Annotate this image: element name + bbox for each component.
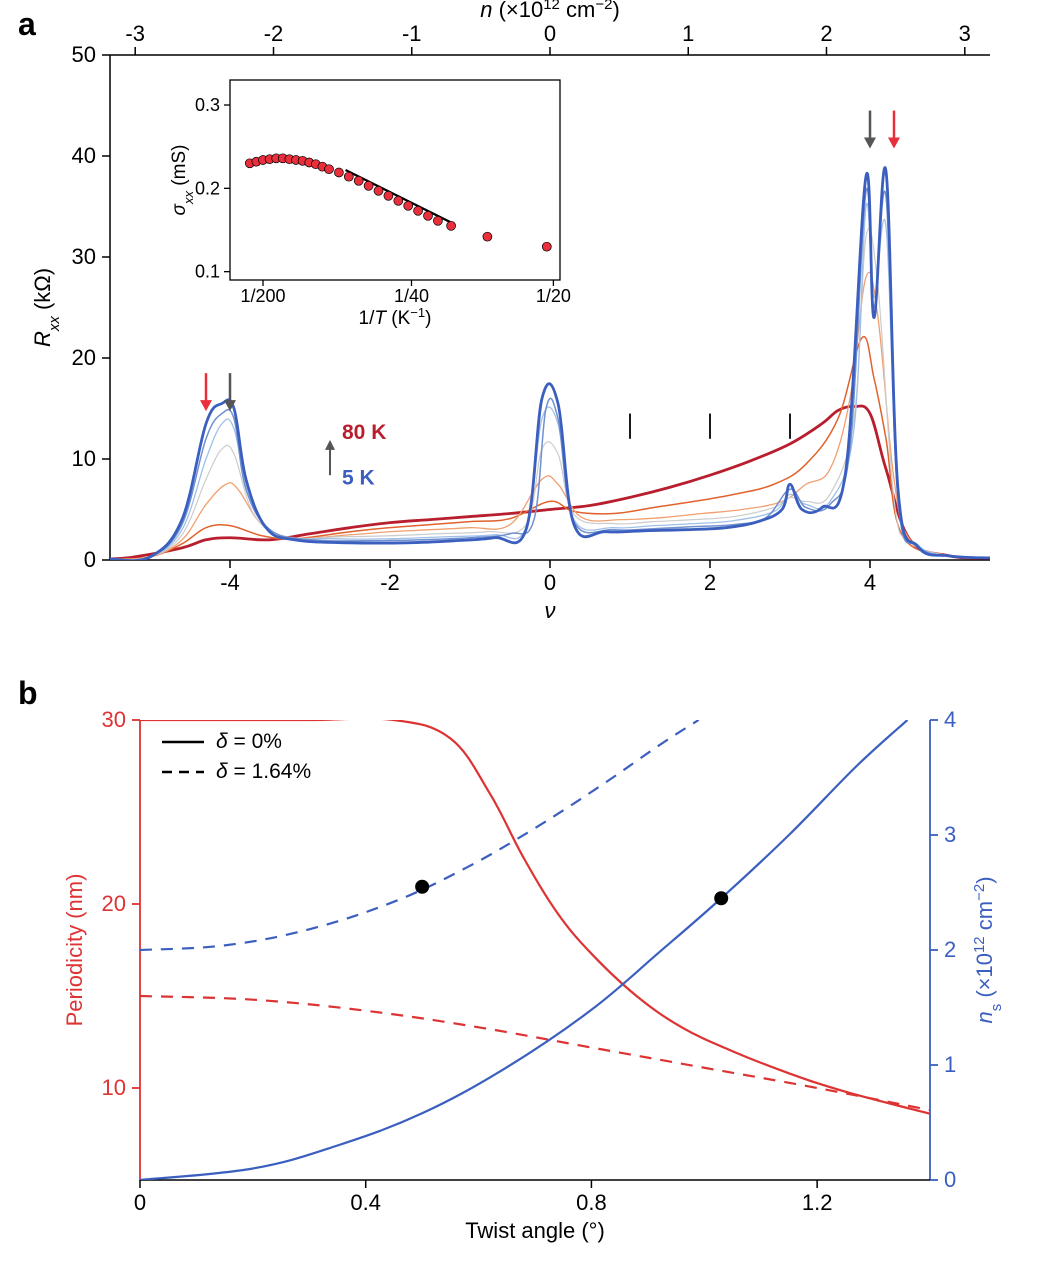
svg-text:-2: -2 <box>380 570 400 595</box>
svg-text:2: 2 <box>820 21 832 46</box>
svg-text:1/40: 1/40 <box>394 286 429 306</box>
svg-text:ns (×1012 cm−2): ns (×1012 cm−2) <box>971 876 1005 1023</box>
panel-b-chart: 00.40.81.2Twist angle (°)102030Periodici… <box>0 680 1048 1278</box>
svg-text:0: 0 <box>544 21 556 46</box>
svg-text:10: 10 <box>72 446 96 471</box>
svg-text:Periodicity (nm): Periodicity (nm) <box>62 874 87 1027</box>
svg-text:0.3: 0.3 <box>195 95 220 115</box>
svg-text:-1: -1 <box>402 21 422 46</box>
svg-text:-4: -4 <box>220 570 240 595</box>
svg-text:1.2: 1.2 <box>802 1190 833 1215</box>
svg-text:10: 10 <box>102 1075 126 1100</box>
svg-text:1: 1 <box>944 1052 956 1077</box>
svg-text:0: 0 <box>944 1167 956 1192</box>
svg-text:4: 4 <box>944 707 956 732</box>
svg-text:Rxx (kΩ): Rxx (kΩ) <box>30 268 63 347</box>
svg-text:30: 30 <box>102 707 126 732</box>
svg-text:1: 1 <box>682 21 694 46</box>
svg-text:40: 40 <box>72 143 96 168</box>
svg-text:3: 3 <box>959 21 971 46</box>
svg-text:1/200: 1/200 <box>240 286 285 306</box>
svg-text:0.4: 0.4 <box>350 1190 381 1215</box>
svg-text:1/20: 1/20 <box>536 286 571 306</box>
svg-text:30: 30 <box>72 244 96 269</box>
svg-text:n (×1012 cm−2): n (×1012 cm−2) <box>480 0 620 22</box>
svg-text:0: 0 <box>544 570 556 595</box>
svg-text:0.8: 0.8 <box>576 1190 607 1215</box>
svg-text:1/T (K−1): 1/T (K−1) <box>359 305 432 330</box>
svg-text:δ = 0%: δ = 0% <box>216 730 282 753</box>
svg-text:Twist angle (°): Twist angle (°) <box>465 1218 605 1243</box>
svg-text:2: 2 <box>704 570 716 595</box>
figure: a b -4-2024ν-3-2-10123n (×1012 cm−2)0102… <box>0 0 1048 1278</box>
svg-text:4: 4 <box>864 570 876 595</box>
svg-text:0.1: 0.1 <box>195 262 220 282</box>
svg-text:20: 20 <box>102 891 126 916</box>
svg-text:0: 0 <box>84 547 96 572</box>
svg-text:0: 0 <box>134 1190 146 1215</box>
svg-text:2: 2 <box>944 937 956 962</box>
svg-text:ν: ν <box>545 598 556 623</box>
svg-text:0.2: 0.2 <box>195 178 220 198</box>
svg-text:σxx (mS): σxx (mS) <box>169 145 196 216</box>
svg-text:5 K: 5 K <box>342 466 375 489</box>
svg-text:-3: -3 <box>125 21 145 46</box>
svg-text:δ = 1.64%: δ = 1.64% <box>216 760 311 783</box>
svg-text:80 K: 80 K <box>342 421 386 444</box>
svg-text:3: 3 <box>944 822 956 847</box>
svg-text:-2: -2 <box>264 21 284 46</box>
svg-text:20: 20 <box>72 345 96 370</box>
panel-a-chart: -4-2024ν-3-2-10123n (×1012 cm−2)01020304… <box>0 0 1048 660</box>
svg-text:50: 50 <box>72 42 96 67</box>
